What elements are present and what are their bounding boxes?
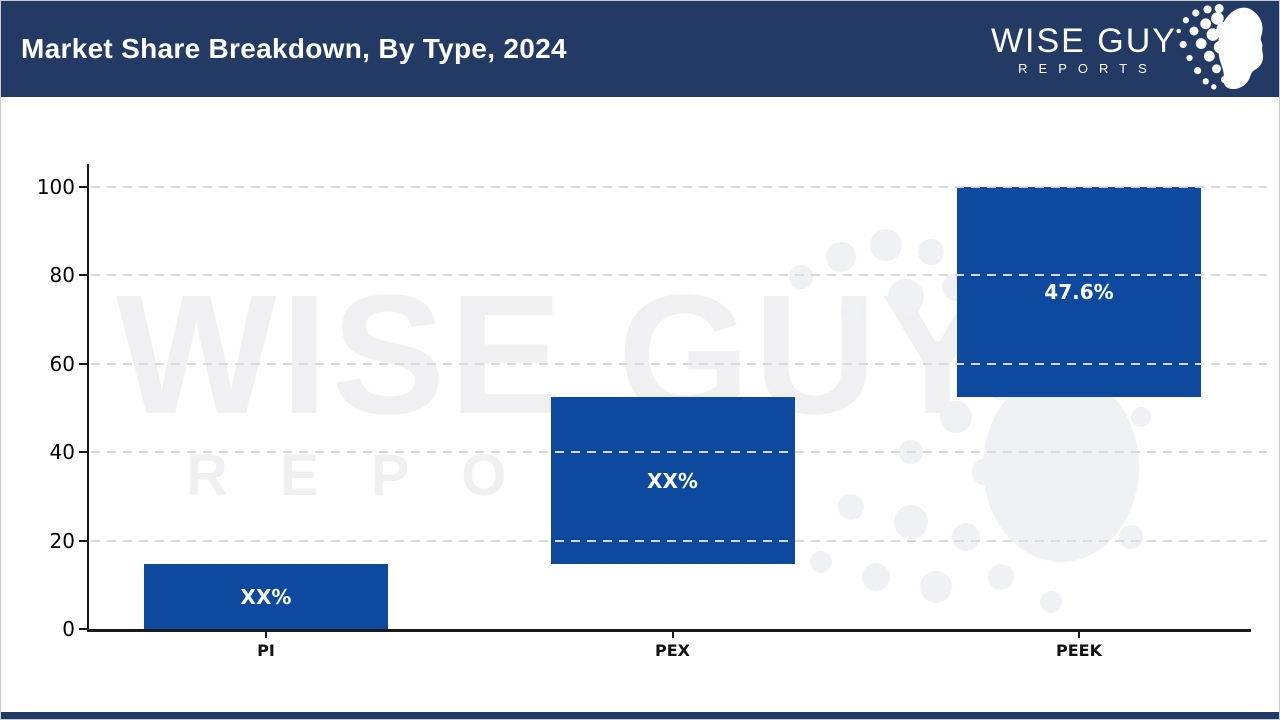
y-tick-mark (79, 274, 87, 277)
bar-value-label: XX% (647, 468, 698, 493)
footer-bar (1, 712, 1279, 719)
chart-canvas: WISE GUY REPORTS XX% XX% 47.6% 0 20 40 60 80 100… (1, 97, 1279, 714)
header: Market Share Breakdown, By Type, 2024 WI… (1, 1, 1279, 97)
x-tick-mark (1078, 632, 1080, 638)
bar-PEX: XX% (550, 397, 795, 565)
wise-guy-logo: WISE GUY REPORTS (991, 4, 1271, 94)
y-tick-label: 60 (49, 351, 75, 376)
x-tick-mark (265, 632, 267, 638)
x-tick-mark (671, 632, 674, 638)
logo-face-icon (1176, 4, 1264, 90)
gridline-40 (91, 451, 1267, 454)
gridline-100 (91, 186, 1267, 188)
page-title: Market Share Breakdown, By Type, 2024 (21, 33, 567, 64)
category-label-PI: PI (257, 641, 275, 660)
category-label-PEEK: PEEK (1056, 641, 1102, 660)
logo-subtitle: REPORTS (1018, 60, 1158, 76)
y-tick-mark (79, 186, 87, 188)
bar-PEEK: 47.6% (957, 187, 1201, 398)
y-tick-mark (79, 628, 87, 630)
gridline-20 (91, 539, 1267, 542)
y-tick-label: 80 (49, 263, 75, 288)
gridline-80 (91, 274, 1267, 277)
category-label-PEX: PEX (655, 641, 690, 660)
gridline-60 (91, 362, 1267, 365)
y-tick-label: 100 (36, 175, 75, 199)
plot-area: XX% XX% 47.6% 0 20 40 60 80 100 PI PEX PEEK (1, 97, 1279, 714)
y-axis-line (87, 164, 89, 631)
bar-value-label: 47.6% (1044, 280, 1114, 305)
logo-wordmark: WISE GUY (990, 21, 1177, 60)
logo-text: WISE GUY REPORTS (991, 24, 1177, 75)
y-tick-mark (79, 539, 87, 542)
y-tick-mark (79, 451, 87, 454)
y-tick-label: 0 (62, 617, 75, 641)
y-tick-mark (79, 362, 87, 365)
bar-PI: XX% (144, 564, 388, 629)
y-tick-label: 20 (49, 528, 75, 553)
x-axis-line (87, 629, 1251, 632)
bar-value-label: XX% (240, 584, 292, 609)
y-tick-label: 40 (49, 440, 75, 465)
